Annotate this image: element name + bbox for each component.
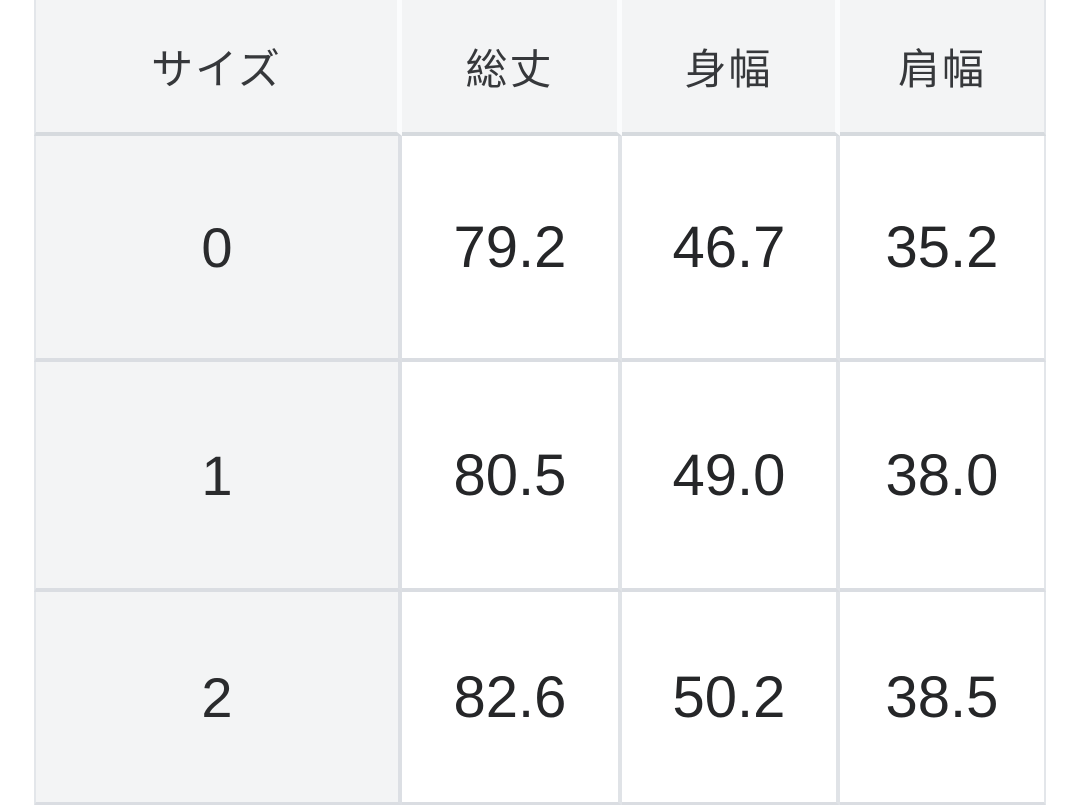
body-width-cell: 49.0 xyxy=(622,362,840,592)
shoulder-width-cell: 38.5 xyxy=(840,592,1046,805)
header-total-length: 総丈 xyxy=(402,0,622,136)
header-size: サイズ xyxy=(34,0,402,136)
shoulder-width-cell: 38.0 xyxy=(840,362,1046,592)
total-length-cell: 82.6 xyxy=(402,592,622,805)
header-shoulder-width: 肩幅 xyxy=(840,0,1046,136)
body-width-cell: 46.7 xyxy=(622,136,840,362)
size-cell: 0 xyxy=(34,136,402,362)
size-cell: 1 xyxy=(34,362,402,592)
size-cell: 2 xyxy=(34,592,402,805)
shoulder-width-cell: 35.2 xyxy=(840,136,1046,362)
header-body-width: 身幅 xyxy=(622,0,840,136)
total-length-cell: 79.2 xyxy=(402,136,622,362)
size-chart-table: サイズ 総丈 身幅 肩幅 0 79.2 46.7 35.2 1 80.5 49.… xyxy=(34,0,1046,805)
body-width-cell: 50.2 xyxy=(622,592,840,805)
total-length-cell: 80.5 xyxy=(402,362,622,592)
